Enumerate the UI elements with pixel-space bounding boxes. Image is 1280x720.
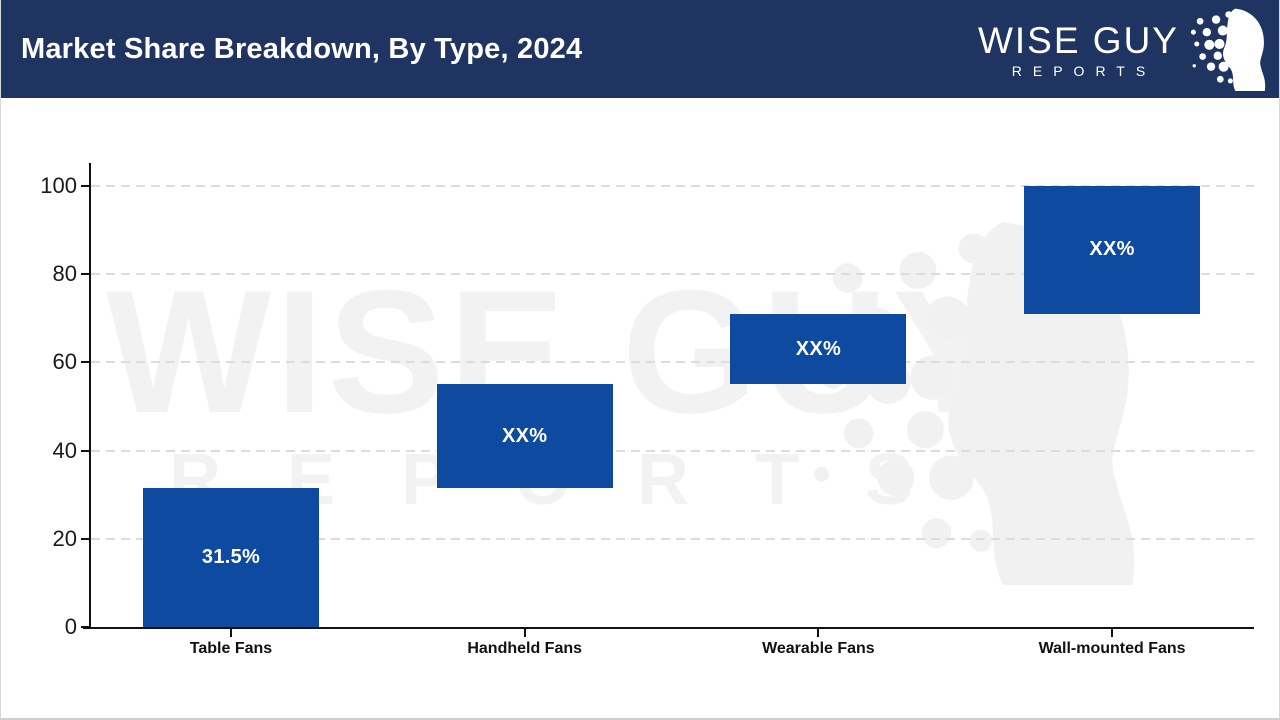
brand-logo: WISE GUY REPORTS [978, 0, 1269, 98]
y-tick-label: 0 [64, 614, 77, 639]
x-category-label: Handheld Fans [467, 640, 583, 657]
bar-value-label: XX% [1089, 238, 1135, 261]
bar-value-label: XX% [502, 424, 548, 447]
brand-head-icon [1190, 8, 1266, 91]
x-tick-1 [523, 629, 526, 637]
y-tick-40 [81, 449, 89, 452]
y-tick-label: 100 [40, 173, 77, 198]
y-tick-label: 80 [52, 261, 77, 287]
x-category-label: Wearable Fans [762, 640, 875, 657]
y-tick-100 [81, 185, 89, 187]
brand-name: WISE GUY [977, 20, 1179, 61]
gridline-y-40 [91, 449, 1254, 452]
y-tick-0 [81, 626, 89, 628]
x-category-label: Table Fans [189, 640, 273, 657]
x-tick-0 [230, 629, 232, 637]
y-tick-label: 20 [52, 525, 77, 551]
y-axis-line [89, 163, 91, 629]
gridline-y-80 [91, 273, 1254, 276]
bar-table-fans: 31.5% [143, 488, 319, 627]
bar-value-label: 31.5% [201, 546, 261, 569]
brand-subname: REPORTS [1011, 63, 1157, 79]
y-tick-label: 40 [52, 437, 77, 463]
gridline-y-20 [91, 537, 1254, 540]
bar-handheld-fans: XX% [436, 384, 613, 489]
x-category-label: Wall-mounted Fans [1038, 640, 1186, 657]
gridline-y-100 [91, 185, 1254, 187]
bar-value-label: XX% [795, 337, 842, 360]
y-tick-label: 60 [52, 349, 77, 375]
y-tick-80 [81, 273, 89, 276]
bar-wearable-fans: XX% [730, 313, 907, 385]
y-tick-60 [81, 361, 89, 364]
gridline-y-60 [91, 361, 1254, 364]
page-title: Market Share Breakdown, By Type, 2024 [21, 32, 583, 65]
y-tick-20 [81, 537, 89, 540]
brand-logo-text: WISE GUY REPORTS [978, 22, 1179, 80]
bar-wall-mounted-fans: XX% [1024, 186, 1201, 314]
x-tick-2 [817, 629, 820, 637]
header-band: Market Share Breakdown, By Type, 2024 WI… [1, 0, 1279, 98]
x-axis-line [83, 627, 1254, 629]
x-tick-3 [1111, 629, 1114, 637]
